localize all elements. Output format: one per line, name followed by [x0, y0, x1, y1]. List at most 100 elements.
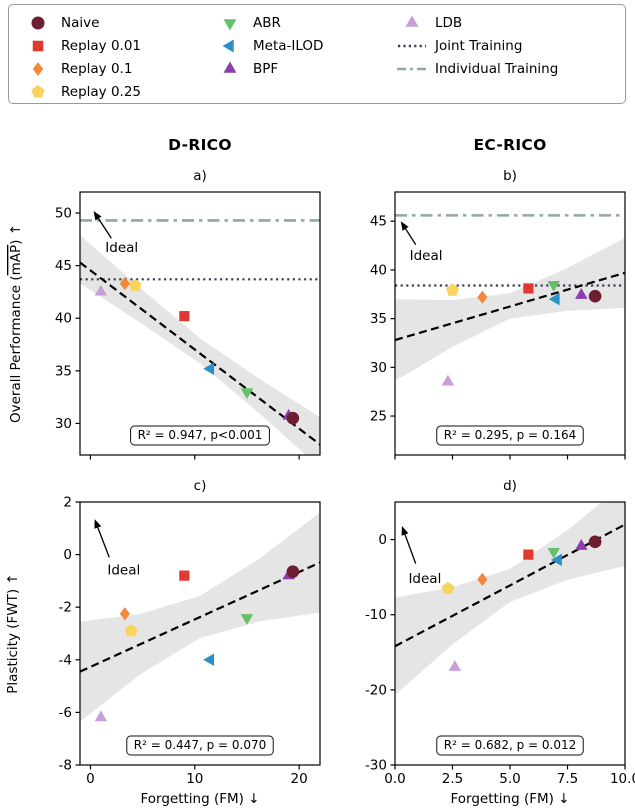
y-tick-label: 35: [370, 311, 387, 327]
ideal-arrowhead: [94, 519, 102, 529]
y-tick-label: 0: [63, 547, 72, 563]
column-title-ec-rico: EC-RICO: [473, 136, 547, 154]
axes-frame: [79, 191, 321, 456]
legend-label-bpf: BPF: [253, 61, 279, 77]
subplot-title: b): [503, 168, 517, 184]
subplot-title: a): [193, 168, 207, 184]
regression-line: [395, 523, 625, 648]
point-bpf: [575, 288, 588, 299]
subplot-a: 30 35 40 45 50 Ideal R² = 0.947, p<0.001 a) Over…: [8, 168, 321, 460]
ideal-label: Ideal: [410, 248, 443, 264]
y-tick-label: -8: [59, 758, 72, 774]
point-naive: [286, 565, 300, 578]
confidence-band: [395, 502, 625, 696]
legend-label-individual-training: Individual Training: [435, 61, 559, 77]
y-tick-label: 45: [55, 258, 72, 274]
point-meta-ilod: [203, 362, 215, 375]
regression-line: [80, 261, 320, 446]
legend-item-replay-0-01: Replay 0.01: [23, 35, 141, 57]
y-tick-label: 30: [55, 416, 72, 432]
regression-line: [395, 271, 625, 342]
point-meta-ilod: [551, 553, 562, 567]
point-ldb: [94, 284, 108, 296]
x-tick-label: 2.5: [442, 771, 463, 787]
meta-ilod-marker-icon: [222, 39, 234, 53]
legend-item-bpf: BPF: [215, 58, 278, 80]
y-tick-label: 25: [370, 409, 387, 425]
legend-label-replay-0-25: Replay 0.25: [61, 84, 142, 100]
naive-marker-icon: [31, 16, 45, 30]
subplot-title: c): [194, 478, 207, 494]
y-tick-label: 0: [378, 532, 387, 548]
stats-box: [436, 425, 584, 446]
point-replay-0-25: [124, 624, 138, 637]
ideal-label: Ideal: [408, 571, 441, 587]
column-title-d-rico: D-RICO: [168, 136, 232, 154]
legend-item-naive: Naive: [23, 12, 99, 34]
axes-frame: [79, 501, 321, 766]
legend-item-meta-ilod: Meta-ILOD: [215, 35, 323, 57]
point-meta-ilod: [548, 292, 560, 306]
legend-item-replay-0-1: Replay 0.1: [23, 58, 132, 80]
regression-line: [80, 561, 320, 673]
point-naive: [588, 535, 602, 549]
point-abr: [547, 547, 560, 559]
point-ldb: [448, 660, 462, 671]
ldb-marker-icon: [405, 15, 419, 27]
point-replay-0-25: [128, 278, 142, 292]
point-abr: [240, 614, 254, 625]
legend-label-replay-0-1: Replay 0.1: [61, 61, 133, 77]
y-axis-label: Plasticity (FWT) ↑: [5, 573, 21, 694]
point-bpf: [575, 539, 588, 550]
joint-training-marker-icon: [398, 44, 426, 48]
y-tick-label: -6: [59, 705, 72, 721]
legend-label-ldb: LDB: [435, 15, 463, 31]
stats-text: R² = 0.295, p = 0.164: [444, 428, 576, 442]
stats-box: [126, 735, 274, 756]
stats-text: R² = 0.447, p = 0.070: [134, 738, 266, 752]
ideal-arrow: [97, 527, 110, 558]
subplot-b: 25 30 35 40 45 Ideal R² = 0.295, p = 0.164 b): [370, 168, 626, 460]
y-tick-label: -20: [365, 682, 387, 698]
subplot-title: d): [503, 478, 517, 494]
y-tick-label: 40: [55, 311, 72, 327]
legend-label-meta-ilod: Meta-ILOD: [253, 38, 324, 54]
ideal-arrowhead: [401, 526, 409, 536]
y-tick-label: 45: [370, 214, 387, 230]
x-axis-label: Forgetting (FM) ↓: [140, 791, 259, 807]
ideal-label: Ideal: [107, 562, 140, 578]
abr-marker-icon: [223, 19, 237, 31]
replay-0-01-marker-icon: [32, 40, 44, 52]
ideal-arrowhead: [93, 210, 102, 221]
point-replay-0-25: [446, 283, 459, 296]
legend-label-joint-training: Joint Training: [435, 38, 523, 54]
point-abr: [240, 388, 254, 400]
ideal-arrowhead: [400, 221, 409, 231]
x-tick-label: 10.0: [610, 771, 635, 787]
legend-item-replay-0-25: Replay 0.25: [23, 81, 141, 103]
point-ldb: [441, 374, 455, 386]
x-tick-label: 10: [186, 771, 203, 787]
point-meta-ilod: [203, 653, 215, 667]
y-tick-label: -2: [59, 600, 72, 616]
x-tick-label: 0: [86, 771, 95, 787]
replay-0-1-marker-icon: [32, 62, 44, 76]
x-axis-label: Forgetting (FM) ↓: [450, 791, 569, 807]
ideal-label: Ideal: [105, 240, 138, 256]
x-tick-label: 20: [291, 771, 308, 787]
legend-item-individual-training: Individual Training: [397, 58, 558, 80]
y-axis-label: Overall Performance (mAP) ↑: [8, 224, 24, 423]
stats-box: [130, 425, 270, 446]
bpf-marker-icon: [223, 61, 237, 73]
legend-item-joint-training: Joint Training: [397, 35, 522, 57]
x-tick-label: 0.0: [384, 771, 405, 787]
legend-label-abr: ABR: [253, 15, 281, 31]
legend: Naive Replay 0.01 Replay 0.1 Replay 0.25 ABR…: [8, 4, 626, 104]
stats-text: R² = 0.947, p<0.001: [138, 428, 263, 442]
point-abr: [547, 280, 560, 292]
y-tick-label: -30: [365, 758, 387, 774]
point-replay-0-01: [179, 570, 190, 581]
y-tick-label: -4: [59, 652, 72, 668]
y-tick-label: 2: [63, 495, 72, 511]
